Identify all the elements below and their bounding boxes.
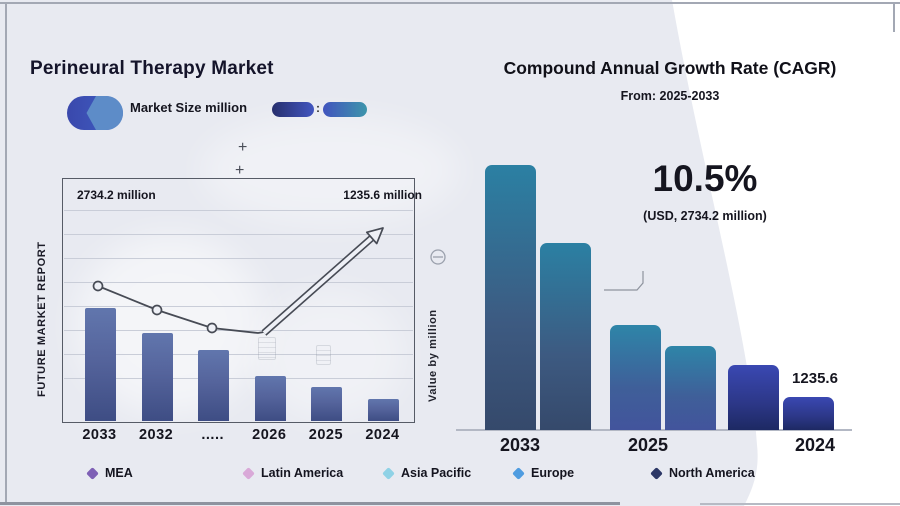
ratio-separator: : [316, 101, 320, 115]
legend-label: North America [669, 466, 755, 480]
right-bar-2033-secondary [540, 243, 591, 430]
legend-label: Latin America [261, 466, 344, 480]
gridline [64, 306, 413, 307]
plus-mark: + [235, 162, 245, 179]
future-market-report-watermark: FUTURE MARKET REPORT [36, 241, 48, 398]
ratio-pill-right [323, 102, 367, 117]
legend-diamond-icon [382, 466, 395, 480]
right-bar-2025-secondary [665, 346, 716, 430]
document-watermark-icon [258, 337, 276, 360]
left-bar-2033 [85, 308, 116, 421]
right-bar-2033-primary [485, 165, 536, 430]
annotation-left: 2734.2 million [77, 188, 156, 202]
frame-right-top [893, 2, 895, 32]
left-xlabel-2033: 2033 [82, 427, 117, 443]
cagr-subtitle: From: 2025-2033 [620, 89, 720, 103]
right-xlabel-2025: 2025 [627, 435, 669, 455]
frame-top [0, 2, 900, 4]
gridline [64, 210, 413, 211]
cagr-title: Compound Annual Growth Rate (CAGR) [503, 58, 837, 78]
ratio-pill-left [272, 102, 314, 117]
cagr-value: 10.5% [652, 158, 758, 199]
legend-item-asia-pacific: Asia Pacific [382, 466, 472, 480]
right-chart-axis [456, 429, 852, 431]
right-bar-2025-primary [610, 325, 661, 430]
page-title: Perineural Therapy Market [30, 58, 274, 79]
cagr-detail: (USD, 2734.2 million) [643, 209, 767, 223]
legend-item-europe: Europe [512, 466, 575, 480]
gridline [64, 378, 413, 379]
gridline [64, 234, 413, 235]
left-bar-2026 [254, 376, 286, 421]
document-watermark-icon [316, 345, 331, 365]
left-xlabel-2032: 2032 [138, 427, 174, 443]
legend-label: Europe [531, 466, 575, 480]
bar-value-label: 1235.6 [792, 370, 838, 387]
value-axis-label: Value by million [427, 309, 439, 403]
legend-label: Asia Pacific [401, 466, 472, 480]
legend-item-latin-america: Latin America [242, 466, 344, 480]
right-bar-2024-secondary [783, 397, 834, 430]
gridline [64, 330, 413, 331]
right-xlabel-2024: 2024 [794, 435, 836, 455]
frame-left [5, 2, 7, 503]
background-blob [200, 115, 460, 225]
white-band-shape [672, 0, 900, 506]
market-size-label: Market Size million [130, 100, 248, 115]
frame-bottom-right [700, 503, 900, 505]
left-xlabel-2025: 2025 [308, 427, 344, 443]
left-chart: 2734.2 million 1235.6 million [62, 178, 422, 423]
left-bar-..... [198, 350, 230, 421]
legend-row: MEA Latin America Asia Pacific Europe North … [0, 466, 900, 484]
right-bar-2024-primary [728, 365, 779, 430]
gridline [64, 282, 413, 283]
legend-item-north-america: North America [650, 466, 755, 480]
legend-diamond-icon [86, 466, 99, 480]
left-bar-2024 [368, 399, 399, 421]
left-xlabel-2026: 2026 [252, 427, 287, 443]
annotation-right: 1235.6 million [343, 188, 422, 202]
gridline [64, 354, 413, 355]
legend-diamond-icon [512, 466, 525, 480]
legend-item-mea: MEA [86, 466, 133, 480]
right-xlabel-2033: 2033 [499, 435, 541, 455]
market-size-pill-icon [67, 96, 123, 130]
left-bar-2025 [311, 387, 343, 421]
frame-bottom-left [0, 502, 620, 505]
left-bar-2032 [141, 333, 173, 421]
legend-label: MEA [105, 466, 133, 480]
left-xlabel-2024: 2024 [365, 427, 400, 443]
legend-diamond-icon [242, 466, 255, 480]
left-xlabel-.....: ..... [201, 427, 225, 443]
gridline [64, 258, 413, 259]
legend-diamond-icon [650, 466, 663, 480]
plus-mark: + [238, 139, 248, 156]
left-chart-xlabels: 2033 2032..... 2026 2025 2024 [62, 427, 415, 445]
